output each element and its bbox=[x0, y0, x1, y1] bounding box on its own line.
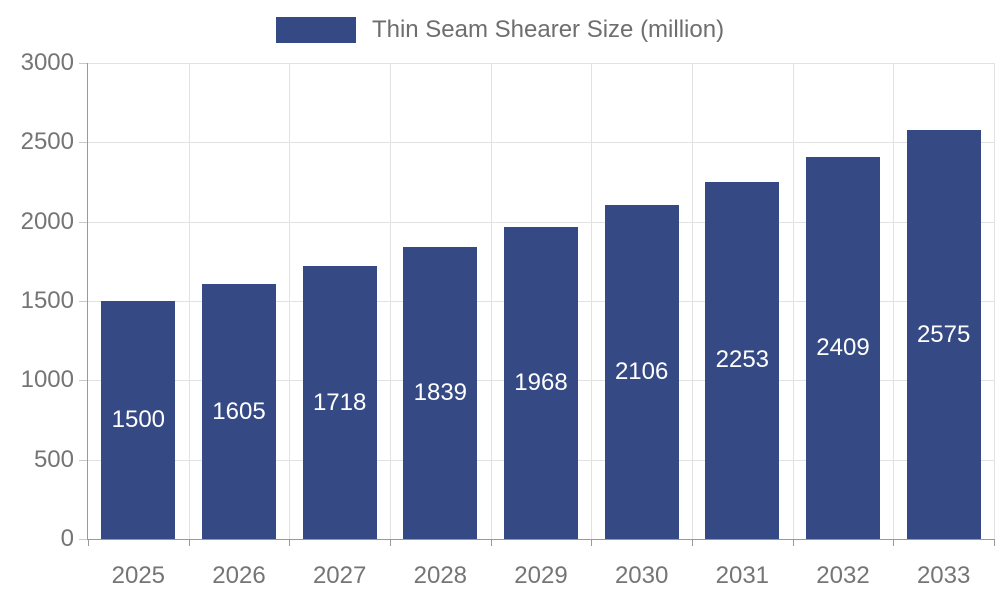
x-axis-tick bbox=[893, 539, 895, 546]
bar-value-label: 2253 bbox=[715, 346, 770, 374]
bar-2027[interactable]: 1718 bbox=[302, 266, 377, 539]
x-axis-label: 2031 bbox=[715, 562, 770, 589]
y-axis-label: 500 bbox=[33, 445, 74, 473]
y-axis-tick bbox=[79, 142, 87, 144]
legend-item[interactable]: Thin Seam Shearer Size (million) bbox=[0, 16, 1000, 44]
bar-value-label: 1839 bbox=[413, 379, 468, 407]
y-axis-label: 0 bbox=[60, 525, 74, 552]
x-axis-label: 2025 bbox=[111, 562, 166, 589]
gridline-horizontal bbox=[88, 142, 994, 144]
gridline-horizontal bbox=[88, 63, 994, 64]
bar-value-label: 1718 bbox=[312, 388, 367, 416]
y-axis-label: 1000 bbox=[20, 366, 74, 394]
y-axis-label: 1500 bbox=[20, 287, 74, 314]
gridline-horizontal bbox=[88, 221, 994, 223]
y-axis-tick bbox=[79, 301, 87, 302]
x-axis-label: 2030 bbox=[614, 562, 669, 589]
y-axis-label: 2500 bbox=[20, 128, 74, 156]
x-axis-label: 2027 bbox=[312, 562, 367, 589]
x-axis-tick bbox=[591, 539, 593, 546]
bar-value-label: 1500 bbox=[111, 406, 166, 433]
x-axis-label: 2029 bbox=[514, 562, 568, 589]
y-axis-tick bbox=[79, 459, 87, 461]
bar-2025[interactable]: 1500 bbox=[101, 301, 176, 539]
gridline-vertical bbox=[390, 63, 391, 539]
y-axis-line bbox=[87, 63, 88, 539]
x-axis-tick bbox=[692, 539, 693, 546]
gridline-vertical bbox=[792, 63, 794, 539]
gridline-vertical bbox=[188, 63, 190, 539]
y-axis-label: 2000 bbox=[20, 207, 74, 235]
bar-2030[interactable]: 2106 bbox=[604, 204, 679, 539]
bar-value-label: 1968 bbox=[514, 368, 568, 396]
x-axis-label: 2033 bbox=[916, 562, 971, 589]
x-axis-tick bbox=[994, 539, 995, 546]
bar-2032[interactable]: 2409 bbox=[806, 156, 880, 539]
x-axis-line bbox=[87, 539, 994, 540]
x-axis-tick bbox=[390, 539, 391, 546]
y-axis-labels: 0 500 1000 1500 2000 2500 3000 bbox=[0, 49, 74, 552]
bar-value-label: 2409 bbox=[816, 333, 870, 361]
legend-label: Thin Seam Shearer Size (million) bbox=[371, 16, 725, 43]
x-axis-label: 2028 bbox=[413, 562, 468, 589]
legend-swatch bbox=[275, 17, 356, 43]
x-axis-tick bbox=[88, 539, 89, 546]
y-axis-label: 3000 bbox=[20, 49, 74, 76]
gridline-vertical bbox=[692, 63, 693, 539]
bar-2033[interactable]: 2575 bbox=[906, 130, 981, 539]
bar-2031[interactable]: 2253 bbox=[705, 181, 780, 539]
bar-value-label: 1605 bbox=[212, 397, 266, 425]
y-axis-tick bbox=[79, 63, 87, 64]
x-axis-tick bbox=[188, 539, 190, 546]
gridline-vertical bbox=[893, 63, 895, 539]
x-axis-tick bbox=[792, 539, 794, 546]
x-axis-tick bbox=[289, 539, 291, 546]
bar-2029[interactable]: 1968 bbox=[504, 226, 578, 539]
gridline-vertical bbox=[490, 63, 492, 539]
bar-value-label: 2575 bbox=[916, 320, 971, 348]
bar-2028[interactable]: 1839 bbox=[403, 247, 478, 539]
gridline-vertical bbox=[289, 63, 291, 539]
x-axis-labels: 2025 2026 2027 2028 2029 2030 2031 2032 2033 bbox=[88, 562, 994, 592]
bar-2026[interactable]: 1605 bbox=[202, 284, 276, 539]
gridline-vertical bbox=[591, 63, 593, 539]
x-axis-label: 2032 bbox=[816, 562, 870, 589]
y-axis-tick bbox=[79, 380, 87, 382]
gridline-vertical bbox=[994, 63, 995, 539]
x-axis-label: 2026 bbox=[212, 562, 266, 589]
x-axis-tick bbox=[490, 539, 492, 546]
y-axis-tick bbox=[79, 221, 87, 223]
y-axis-tick bbox=[79, 539, 87, 540]
plot-area: 1500 1605 1718 1839 1968 2106 2253 2409 2575 bbox=[79, 63, 995, 546]
bar-value-label: 2106 bbox=[614, 357, 669, 385]
